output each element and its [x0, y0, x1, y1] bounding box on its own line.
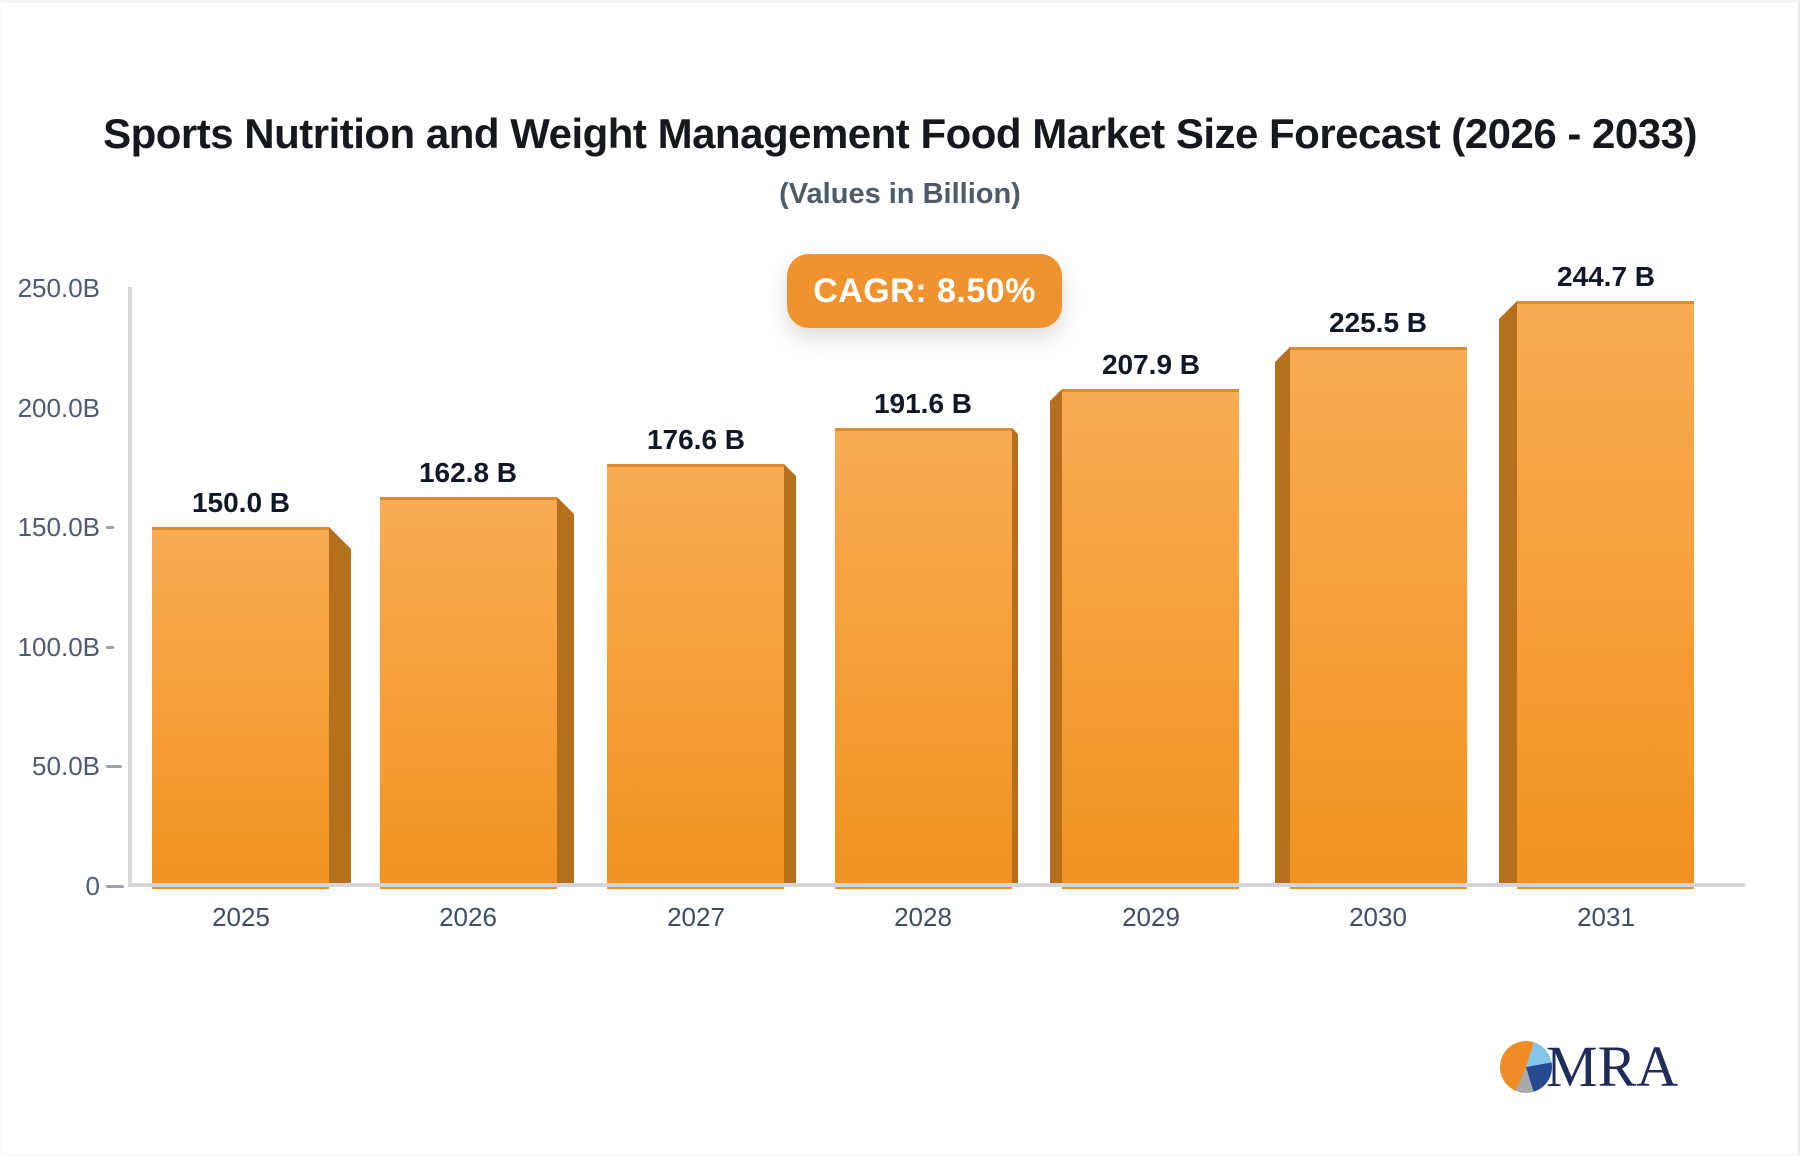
x-axis-label: 2029	[1122, 902, 1180, 932]
cagr-badge-label: CAGR: 8.50%	[813, 271, 1036, 310]
bar-value-label: 207.9 B	[1101, 349, 1201, 380]
cagr-badge: CAGR: 8.50%	[787, 254, 1062, 328]
bar	[607, 464, 784, 889]
y-axis-label: 0	[85, 871, 100, 901]
bar	[1290, 347, 1467, 889]
y-axis-tick	[106, 885, 124, 888]
x-axis-label: 2025	[212, 902, 270, 932]
y-axis-label: 200.0B	[17, 393, 100, 423]
bar-value-label: 150.0 B	[191, 487, 291, 518]
bar-value-label: 176.6 B	[646, 424, 746, 455]
logo-text: MRA	[1546, 1034, 1679, 1099]
y-axis-tick	[106, 526, 114, 529]
bar-side-face	[784, 464, 796, 886]
bar	[1517, 301, 1694, 889]
x-axis-line	[128, 883, 1745, 887]
bar-side-face	[1499, 301, 1517, 886]
bar-side-face	[1012, 428, 1018, 886]
bar-side-face	[1275, 347, 1290, 886]
x-axis-label: 2026	[439, 902, 497, 932]
bar-value-label: 162.8 B	[418, 457, 518, 488]
y-axis-label: 150.0B	[17, 512, 100, 542]
x-axis-label: 2031	[1577, 902, 1635, 932]
bar-side-face	[1050, 389, 1062, 886]
mra-logo: MRA	[1500, 1038, 1678, 1096]
x-axis-label: 2028	[894, 902, 952, 932]
bar	[1062, 389, 1239, 889]
bar-value-label: 244.7 B	[1556, 261, 1656, 292]
chart-title: Sports Nutrition and Weight Management F…	[103, 110, 1697, 157]
chart-subtitle: (Values in Billion)	[779, 178, 1021, 210]
bar-value-label: 225.5 B	[1328, 307, 1428, 338]
bar	[835, 428, 1012, 889]
bar-side-face	[557, 497, 574, 886]
y-axis-tick	[106, 765, 122, 768]
y-axis-label: 100.0B	[17, 632, 100, 662]
y-axis-label: 50.0B	[32, 751, 100, 781]
pie-chart-icon	[1500, 1041, 1552, 1093]
bar	[380, 497, 557, 889]
bar	[152, 527, 329, 889]
x-axis-label: 2030	[1349, 902, 1407, 932]
x-axis-label: 2027	[667, 902, 725, 932]
y-axis-label: 250.0B	[17, 273, 100, 303]
y-axis-line	[128, 287, 132, 886]
bar-value-label: 191.6 B	[873, 388, 973, 419]
bar-side-face	[329, 527, 351, 886]
y-axis-tick	[106, 646, 114, 649]
